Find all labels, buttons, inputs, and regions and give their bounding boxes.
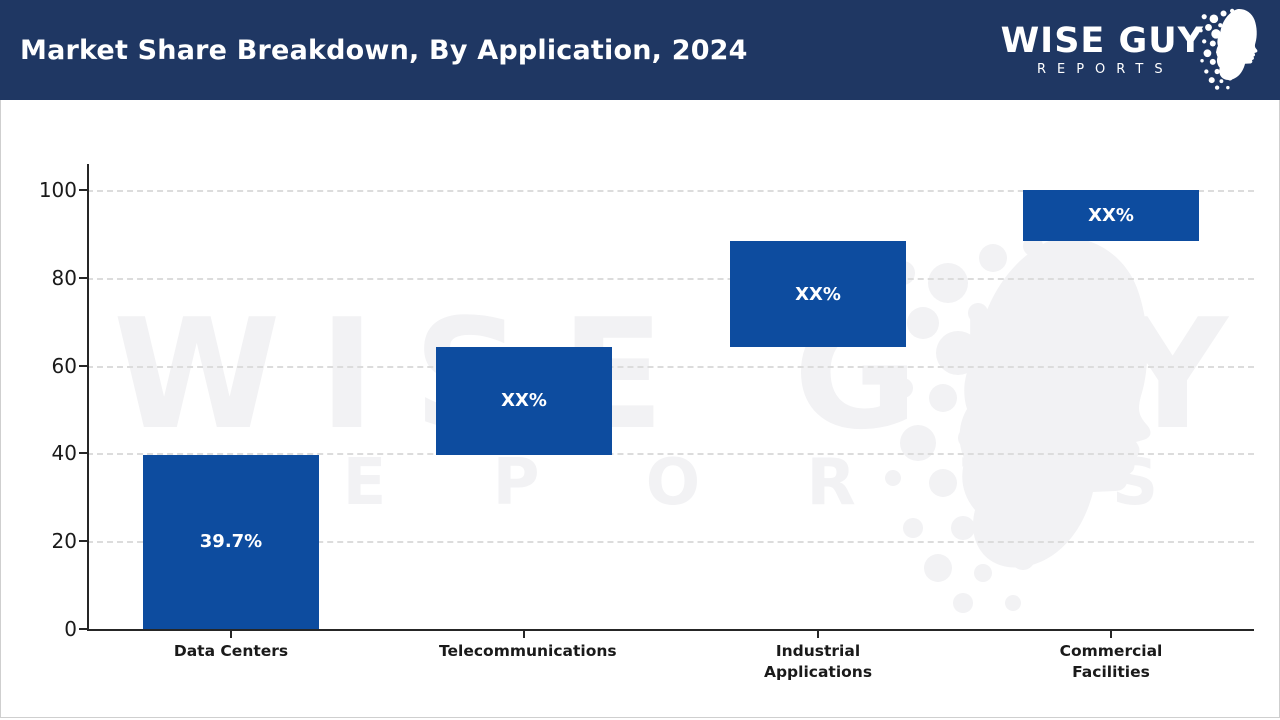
logo-text: WISE GUY REPORTS xyxy=(1000,20,1204,77)
x-axis-tick-mark xyxy=(230,631,232,638)
watermark-face-icon xyxy=(873,228,1173,628)
y-axis-tick-label-80: 80 xyxy=(51,265,77,290)
bar-value-label-data-centers: 39.7% xyxy=(199,531,263,553)
y-axis-tick-mark xyxy=(79,364,87,367)
y-axis-tick-label-100: 100 xyxy=(38,178,77,202)
x-axis-category-label-data-centers: Data Centers xyxy=(173,642,289,660)
gridline-40 xyxy=(87,453,1254,456)
bar-telecommunications: XX% xyxy=(436,347,612,455)
y-axis-tick-mark xyxy=(79,628,87,630)
x-axis-category-label-industrial-applications: Industrial Applications xyxy=(763,642,873,681)
logo-face-icon xyxy=(1194,7,1266,93)
header-bar: Market Share Breakdown, By Application, … xyxy=(0,0,1280,100)
gridline-80 xyxy=(87,277,1254,280)
y-axis-tick-mark xyxy=(79,452,87,455)
y-axis-line xyxy=(87,163,89,631)
x-axis-line xyxy=(87,629,1254,631)
y-axis-tick-label-60: 60 xyxy=(51,353,77,378)
bar-data-centers: 39.7% xyxy=(143,454,319,629)
y-axis-tick-mark xyxy=(79,189,87,191)
x-axis-category-label-commercial-facilities: Commercial Facilities xyxy=(1059,642,1163,681)
chart-title: Market Share Breakdown, By Application, … xyxy=(20,34,748,66)
logo-subtitle: REPORTS xyxy=(1036,61,1174,77)
x-axis-tick-mark xyxy=(817,631,819,638)
x-axis-tick-mark xyxy=(523,631,525,638)
chart-panel: WISE GUY R E P O R T S 0 20 40 60 80 100 39.7%… xyxy=(0,100,1280,718)
x-axis-category-label-telecommunications: Telecommunications xyxy=(439,642,617,660)
y-axis-tick-label-0: 0 xyxy=(64,617,77,641)
gridline-20 xyxy=(87,541,1254,544)
gridline-100 xyxy=(87,190,1254,192)
logo-wordmark: WISE GUY xyxy=(1000,20,1204,61)
gridline-60 xyxy=(87,365,1254,368)
wise-guy-logo: WISE GUY REPORTS xyxy=(1001,7,1280,93)
plot-area: WISE GUY R E P O R T S 0 20 40 60 80 100 39.7%… xyxy=(1,100,1279,717)
x-axis-tick-mark xyxy=(1110,631,1112,638)
y-axis-tick-label-40: 40 xyxy=(51,441,77,466)
bar-value-label-industrial-applications: XX% xyxy=(795,283,841,305)
y-axis-tick-label-20: 20 xyxy=(51,529,77,554)
bar-value-label-commercial-facilities: XX% xyxy=(1088,205,1134,227)
y-axis-tick-mark xyxy=(79,540,87,543)
bar-industrial-applications: XX% xyxy=(730,241,906,348)
y-axis-tick-mark xyxy=(79,276,87,279)
bar-commercial-facilities: XX% xyxy=(1023,190,1199,242)
bar-value-label-telecommunications: XX% xyxy=(501,390,547,412)
